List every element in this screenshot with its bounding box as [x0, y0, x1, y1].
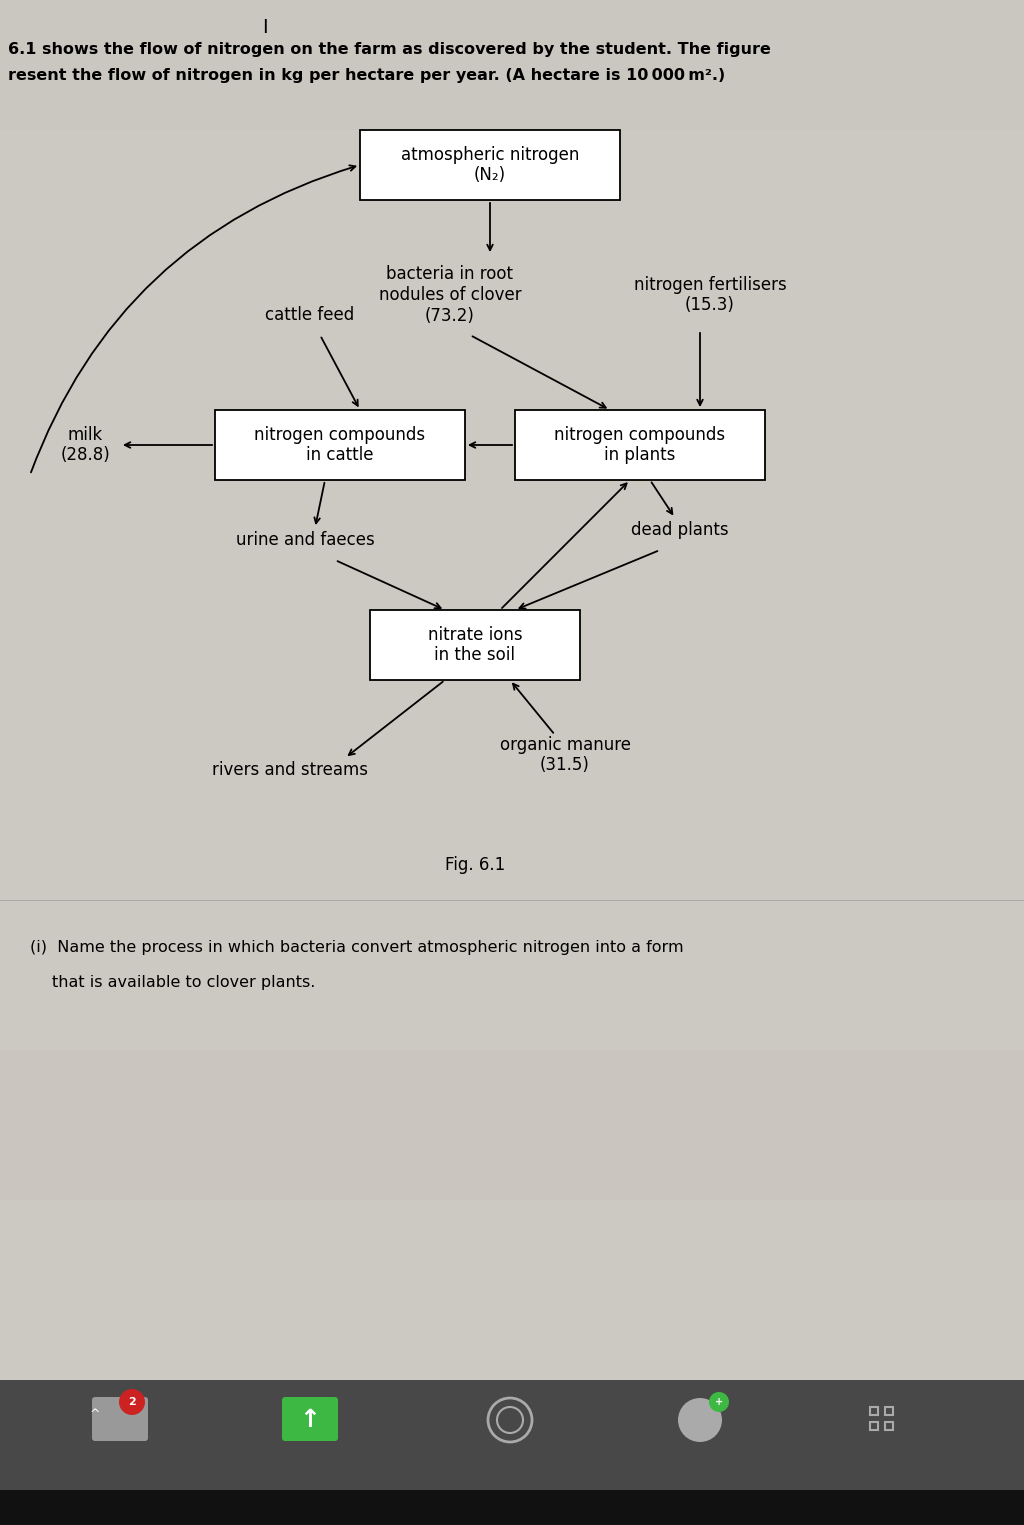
- Text: Chat: Chat: [115, 1490, 145, 1504]
- Text: rivers and streams: rivers and streams: [212, 761, 368, 779]
- Text: that is available to clover plants.: that is available to clover plants.: [52, 974, 315, 990]
- Text: organic manure
(31.5): organic manure (31.5): [500, 735, 631, 775]
- Bar: [885, 1408, 893, 1415]
- Circle shape: [709, 1392, 729, 1412]
- Text: Apps: Apps: [863, 1490, 896, 1504]
- Text: cattle feed: cattle feed: [265, 307, 354, 323]
- Text: dead plants: dead plants: [631, 522, 729, 538]
- Text: Fig. 6.1: Fig. 6.1: [444, 856, 505, 874]
- Bar: [0, 1490, 1024, 1525]
- FancyBboxPatch shape: [92, 1397, 148, 1441]
- Bar: [0, 1490, 1024, 1525]
- Text: I: I: [262, 18, 268, 37]
- Circle shape: [678, 1398, 722, 1443]
- Text: Record: Record: [487, 1490, 534, 1504]
- Text: Share Screen: Share Screen: [265, 1490, 354, 1504]
- Text: 6.1 shows the flow of nitrogen on the farm as discovered by the student. The fig: 6.1 shows the flow of nitrogen on the fa…: [8, 43, 771, 56]
- Text: atmospheric nitrogen
(N₂): atmospheric nitrogen (N₂): [400, 145, 580, 185]
- Text: 2: 2: [128, 1397, 136, 1408]
- Text: (i)  Name the process in which bacteria convert atmospheric nitrogen into a form: (i) Name the process in which bacteria c…: [30, 939, 684, 955]
- Bar: [0, 1380, 1024, 1525]
- Text: milk
(28.8): milk (28.8): [60, 425, 110, 465]
- Text: resent the flow of nitrogen in kg per hectare per year. (A hectare is 10 000 m².: resent the flow of nitrogen in kg per he…: [8, 69, 725, 82]
- FancyBboxPatch shape: [360, 130, 620, 200]
- Text: ↑: ↑: [299, 1408, 321, 1432]
- Bar: [0, 0, 1024, 130]
- FancyBboxPatch shape: [515, 410, 765, 480]
- Text: nitrogen compounds
in cattle: nitrogen compounds in cattle: [254, 425, 426, 465]
- Text: ^: ^: [90, 1409, 100, 1421]
- Bar: [885, 1421, 893, 1430]
- Bar: [870, 1421, 878, 1430]
- Text: bacteria in root
nodules of clover
(73.2): bacteria in root nodules of clover (73.2…: [379, 265, 521, 325]
- Text: nitrogen fertilisers
(15.3): nitrogen fertilisers (15.3): [634, 276, 786, 314]
- Bar: [870, 1408, 878, 1415]
- Text: Reactions: Reactions: [668, 1490, 732, 1504]
- FancyBboxPatch shape: [282, 1397, 338, 1441]
- Bar: [0, 1051, 1024, 1200]
- Text: urine and faeces: urine and faeces: [236, 531, 375, 549]
- Bar: [0, 130, 1024, 1051]
- Text: ^: ^: [125, 1409, 135, 1421]
- FancyBboxPatch shape: [215, 410, 465, 480]
- Text: +: +: [715, 1397, 723, 1408]
- Text: nitrate ions
in the soil: nitrate ions in the soil: [428, 625, 522, 665]
- Circle shape: [119, 1389, 145, 1415]
- FancyBboxPatch shape: [370, 610, 580, 680]
- Text: nitrogen compounds
in plants: nitrogen compounds in plants: [554, 425, 726, 465]
